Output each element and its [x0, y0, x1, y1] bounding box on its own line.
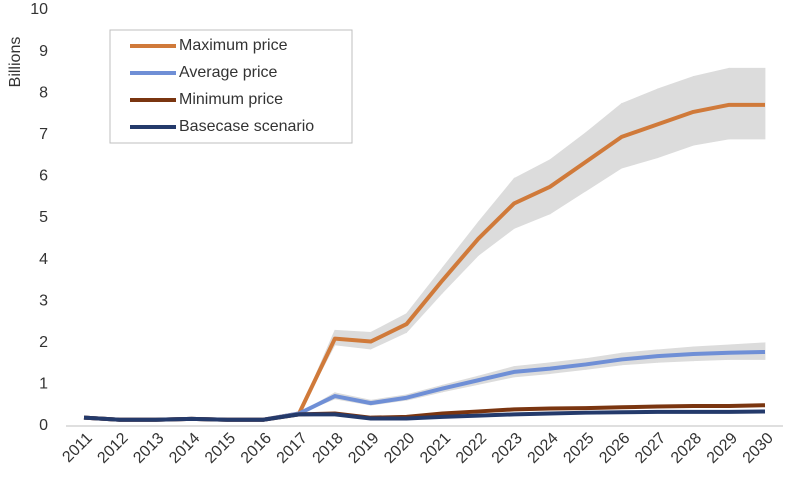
y-axis-label: Billions [7, 37, 24, 88]
series-line [83, 409, 766, 422]
x-tick-label: 2013 [130, 430, 167, 467]
x-tick-label: 2012 [94, 430, 131, 467]
x-tick-label: 2016 [238, 430, 275, 467]
x-tick-label: 2014 [166, 430, 203, 467]
legend-label: Minimum price [179, 91, 283, 108]
legend-label: Maximum price [179, 37, 288, 54]
y-tick-label: 9 [39, 43, 48, 60]
x-tick-label: 2015 [202, 430, 239, 467]
y-tick-label: 10 [30, 1, 48, 18]
x-tick-label: 2017 [274, 430, 311, 467]
x-tick-label: 2023 [489, 430, 526, 467]
x-tick-label: 2028 [668, 430, 705, 467]
legend-label: Average price [179, 64, 278, 81]
x-tick-label: 2018 [310, 430, 347, 467]
legend-label: Basecase scenario [179, 118, 314, 135]
y-tick-label: 3 [39, 292, 48, 309]
y-tick-label: 2 [39, 334, 48, 351]
x-tick-label: 2027 [632, 430, 669, 467]
x-tick-label: 2011 [59, 430, 95, 466]
y-tick-label: 1 [39, 376, 48, 393]
x-tick-label: 2019 [345, 430, 382, 467]
x-tick-label: 2020 [381, 430, 418, 467]
y-tick-label: 6 [39, 168, 48, 185]
y-tick-label: 0 [39, 417, 48, 434]
y-tick-label: 7 [39, 126, 48, 143]
range-band [477, 177, 515, 257]
y-tick-label: 5 [39, 209, 48, 226]
x-tick-label: 2021 [417, 430, 454, 467]
x-tick-label: 2022 [453, 430, 490, 467]
y-tick-label: 8 [39, 84, 48, 101]
x-tick-label: 2025 [560, 430, 597, 467]
x-tick-label: 2029 [704, 430, 741, 467]
x-tick-label: 2030 [740, 430, 777, 467]
legend-box [109, 29, 353, 144]
x-tick-label: 2024 [525, 430, 562, 467]
y-tick-label: 4 [39, 251, 48, 268]
x-tick-label: 2026 [596, 430, 633, 467]
